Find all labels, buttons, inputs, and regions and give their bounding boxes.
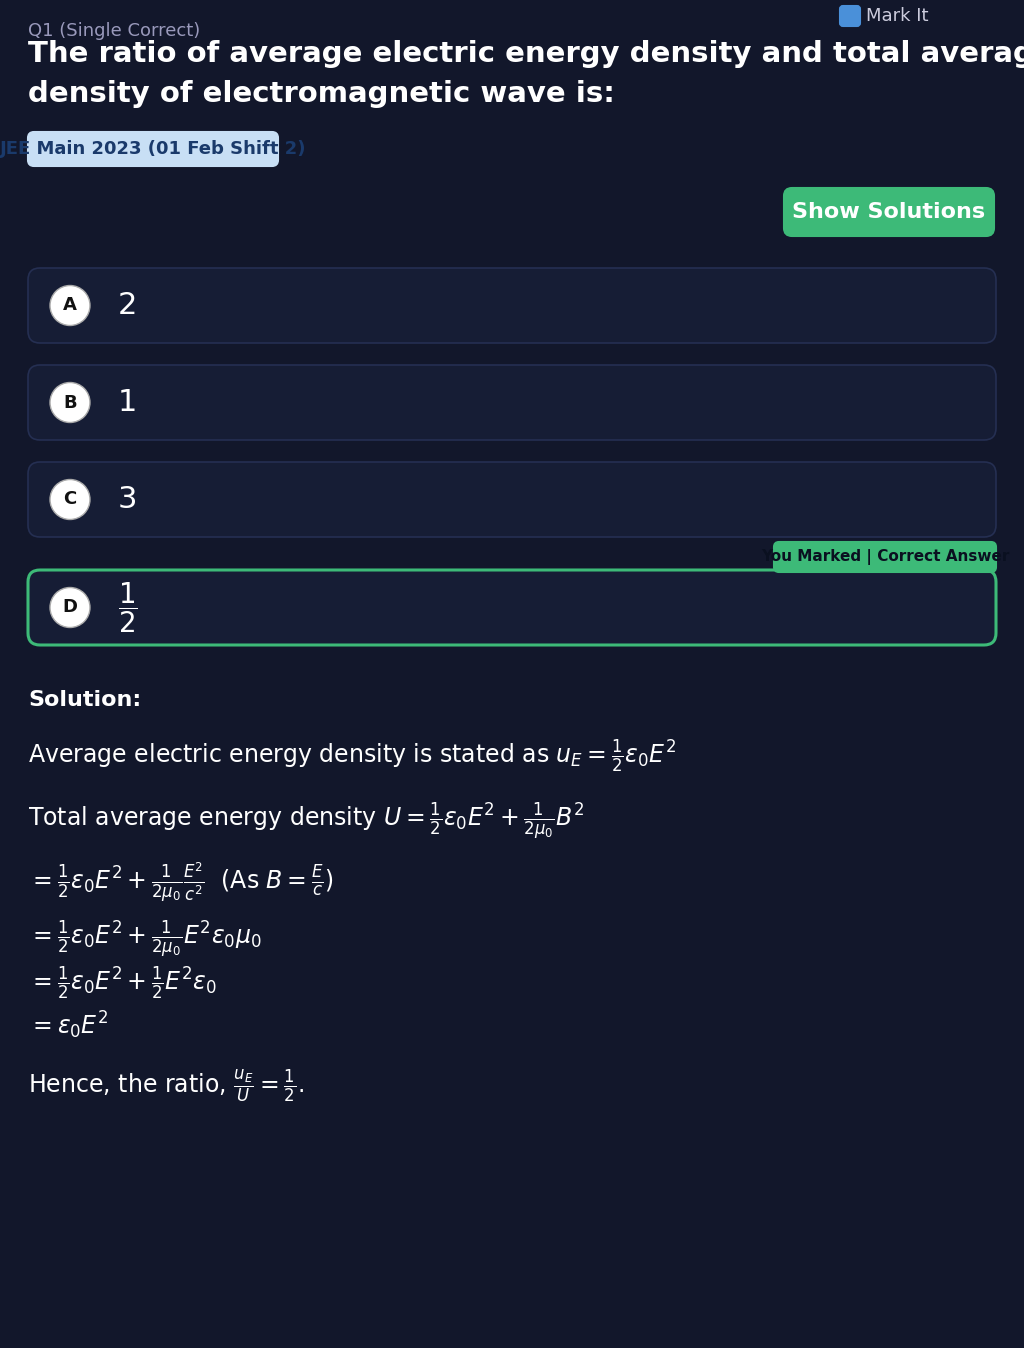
Text: Solution:: Solution: bbox=[28, 690, 141, 710]
Circle shape bbox=[50, 383, 90, 422]
Circle shape bbox=[50, 286, 90, 325]
FancyBboxPatch shape bbox=[840, 5, 860, 26]
Text: D: D bbox=[62, 599, 78, 616]
Circle shape bbox=[50, 480, 90, 519]
Text: $\dfrac{1}{2}$: $\dfrac{1}{2}$ bbox=[118, 580, 137, 635]
Text: A: A bbox=[63, 297, 77, 314]
Text: The ratio of average electric energy density and total average energy: The ratio of average electric energy den… bbox=[28, 40, 1024, 67]
Text: $= \frac{1}{2}\varepsilon_0 E^2 + \frac{1}{2\mu_0}E^2\varepsilon_0\mu_0$: $= \frac{1}{2}\varepsilon_0 E^2 + \frac{… bbox=[28, 918, 261, 960]
FancyBboxPatch shape bbox=[28, 570, 996, 644]
Text: JEE Main 2023 (01 Feb Shift 2): JEE Main 2023 (01 Feb Shift 2) bbox=[0, 140, 306, 158]
Text: $= \frac{1}{2}\varepsilon_0 E^2 + \frac{1}{2}E^2\varepsilon_0$: $= \frac{1}{2}\varepsilon_0 E^2 + \frac{… bbox=[28, 965, 217, 1003]
Text: $= \frac{1}{2}\varepsilon_0 E^2 + \frac{1}{2\mu_0}\frac{E^2}{c^2}$  (As $B = \fr: $= \frac{1}{2}\varepsilon_0 E^2 + \frac{… bbox=[28, 860, 334, 905]
FancyBboxPatch shape bbox=[784, 187, 994, 236]
Text: C: C bbox=[63, 491, 77, 508]
Text: Hence, the ratio, $\frac{u_E}{U} = \frac{1}{2}.$: Hence, the ratio, $\frac{u_E}{U} = \frac… bbox=[28, 1068, 304, 1105]
FancyBboxPatch shape bbox=[28, 462, 996, 537]
Text: 3: 3 bbox=[118, 485, 137, 514]
Text: 2: 2 bbox=[118, 291, 137, 319]
FancyBboxPatch shape bbox=[774, 542, 996, 572]
Text: You Marked | Correct Answer: You Marked | Correct Answer bbox=[761, 549, 1010, 565]
Text: Average electric energy density is stated as $u_E = \frac{1}{2}\varepsilon_0 E^2: Average electric energy density is state… bbox=[28, 737, 676, 775]
FancyBboxPatch shape bbox=[28, 132, 278, 166]
FancyBboxPatch shape bbox=[28, 268, 996, 342]
FancyBboxPatch shape bbox=[28, 365, 996, 439]
Text: $= \varepsilon_0 E^2$: $= \varepsilon_0 E^2$ bbox=[28, 1010, 109, 1042]
Text: 1: 1 bbox=[118, 388, 137, 417]
Text: Q1 (Single Correct): Q1 (Single Correct) bbox=[28, 22, 201, 40]
Text: Show Solutions: Show Solutions bbox=[793, 202, 985, 222]
Text: B: B bbox=[63, 394, 77, 411]
Circle shape bbox=[50, 588, 90, 628]
Text: Mark It: Mark It bbox=[866, 7, 929, 26]
Text: Total average energy density $U = \frac{1}{2}\varepsilon_0 E^2 + \frac{1}{2\mu_0: Total average energy density $U = \frac{… bbox=[28, 799, 585, 842]
Text: density of electromagnetic wave is:: density of electromagnetic wave is: bbox=[28, 80, 614, 108]
